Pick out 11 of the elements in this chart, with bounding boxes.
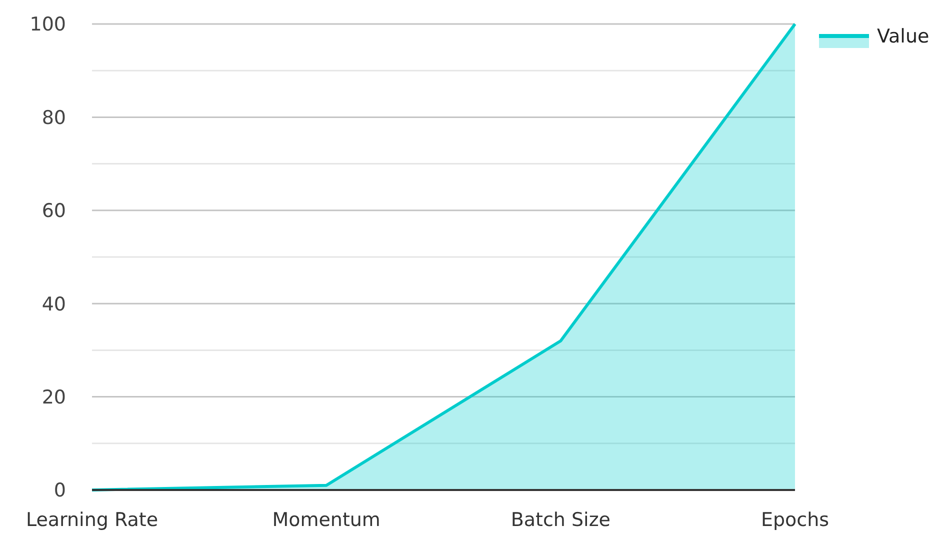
x-tick-label: Learning Rate [26,509,158,531]
x-tick-label: Momentum [272,509,380,531]
y-tick-label: 40 [42,293,66,316]
x-tick-label: Batch Size [510,509,611,531]
y-tick-label: 0 [54,480,66,502]
y-tick-label: 20 [42,386,66,408]
y-tick-label: 60 [42,200,66,222]
x-tick-label: Epochs [760,509,830,531]
y-tick-label: 80 [42,106,66,129]
y-tick-label: 100 [30,14,66,36]
legend-label: Value [877,26,930,48]
